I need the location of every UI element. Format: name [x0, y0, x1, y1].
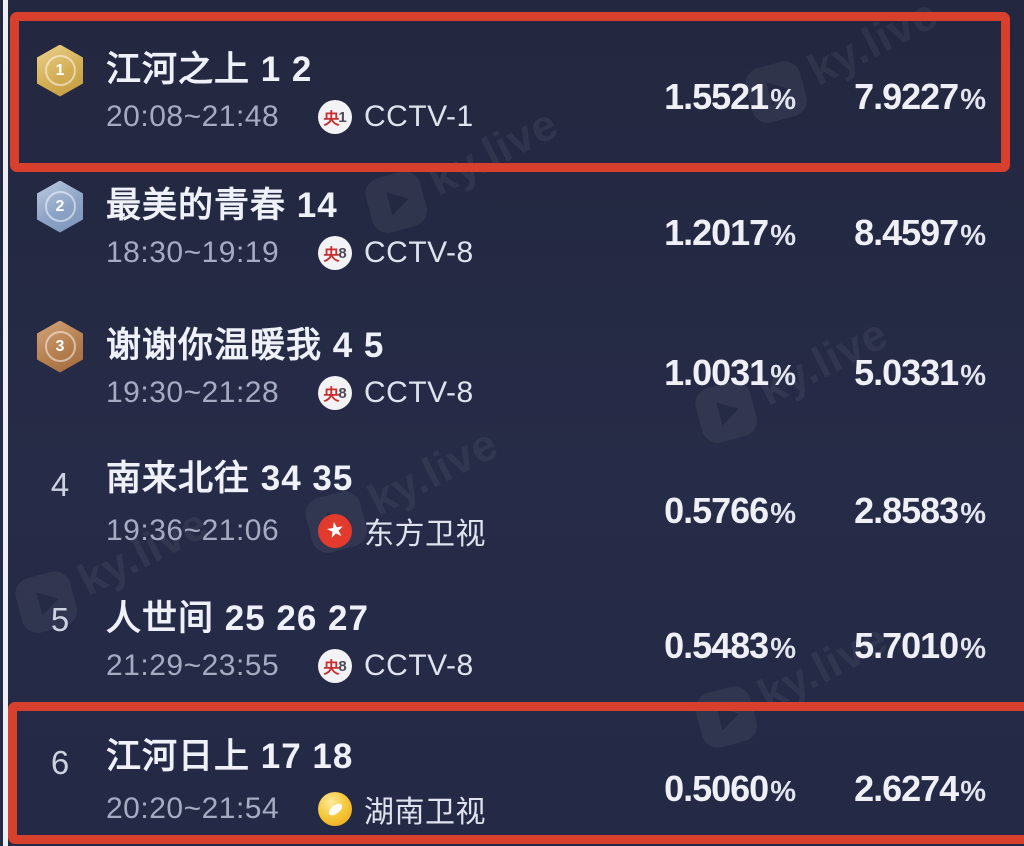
rank-badge: 1: [34, 44, 86, 97]
percent-sign: %: [960, 632, 986, 665]
show-subline: 20:20~21:54 ★ 湖南卫视: [106, 787, 1024, 831]
show-title: 江河日上 17 18: [106, 736, 354, 776]
show-title: 南来北往 34 35: [106, 458, 354, 498]
rank-badge: 4: [34, 459, 86, 511]
ranking-row[interactable]: 2 最美的青春 14 18:30~19:19 央8 ★ CCTV-8 1.201…: [0, 141, 1024, 282]
percent-sign: %: [960, 497, 986, 530]
show-subline: 19:36~21:06 ★ 东方卫视: [106, 509, 1024, 553]
star-icon: ★: [323, 517, 347, 544]
live-rating-value: 1.5521%: [664, 75, 796, 117]
channel-logo-icon: 央8 ★: [318, 236, 352, 271]
channel-name: CCTV-8: [364, 649, 474, 683]
rank-badge: 5: [34, 594, 86, 646]
channel-name: 东方卫视: [364, 518, 486, 552]
percent-sign: %: [770, 632, 796, 665]
rank-number: 1: [44, 55, 76, 86]
air-time: 20:08~21:48: [106, 100, 280, 134]
air-time: 21:29~23:55: [106, 649, 280, 683]
page-edge: [3, 0, 8, 846]
channel-logo-icon: 央8 ★: [318, 376, 352, 411]
market-share-value: 2.8583%: [854, 489, 986, 531]
rank-badge: 2: [34, 180, 86, 233]
rank-number: 5: [50, 600, 70, 638]
market-share-value: 8.4597%: [854, 211, 986, 253]
air-time: 20:20~21:54: [106, 792, 280, 826]
rank-hexagon-icon: 6: [37, 737, 83, 789]
percent-sign: %: [770, 83, 796, 116]
rank-number: 4: [50, 465, 70, 503]
percent-sign: %: [770, 775, 796, 808]
hunan-leaf-icon: [326, 802, 344, 817]
ranking-row[interactable]: 5 人世间 25 26 27 21:29~23:55 央8 ★ CCTV-8 0…: [0, 564, 1024, 705]
air-time: 18:30~19:19: [106, 236, 280, 270]
percent-sign: %: [960, 219, 986, 252]
show-title: 最美的青春 14: [106, 185, 338, 225]
percent-sign: %: [770, 359, 796, 392]
rank-badge: 6: [34, 737, 86, 789]
live-rating-value: 0.5766%: [664, 489, 796, 531]
air-time: 19:30~21:28: [106, 376, 280, 410]
market-share-value: 2.6274%: [854, 767, 986, 809]
rank-badge: 3: [34, 320, 86, 373]
show-subline: 20:08~21:48 央1 ★ CCTV-1: [106, 100, 1024, 135]
channel-name: CCTV-8: [364, 376, 474, 410]
market-share-value: 5.7010%: [854, 624, 986, 666]
live-rating-value: 1.0031%: [664, 351, 796, 393]
show-title: 人世间 25 26 27: [106, 598, 369, 638]
market-share-value: 7.9227%: [854, 75, 986, 117]
live-rating-value: 0.5060%: [664, 767, 796, 809]
channel-logo-icon: 央8 ★: [318, 649, 352, 684]
rank-hexagon-icon: 1: [37, 44, 83, 97]
rank-hexagon-icon: 3: [37, 320, 83, 373]
channel-name: 湖南卫视: [364, 796, 486, 830]
channel-name: CCTV-8: [364, 236, 474, 270]
channel-logo-icon: ★: [318, 514, 352, 549]
channel-logo-icon: 央1 ★: [318, 100, 352, 135]
live-rating-value: 1.2017%: [664, 211, 796, 253]
ranking-row[interactable]: 6 江河日上 17 18 20:20~21:54 ★ 湖南卫视 0.5060% …: [0, 705, 1024, 846]
show-subline: 18:30~19:19 央8 ★ CCTV-8: [106, 236, 1024, 271]
channel-logo-icon: ★: [318, 792, 352, 827]
show-title: 谢谢你温暖我 4 5: [106, 325, 385, 365]
rank-number: 2: [44, 191, 76, 222]
rank-hexagon-icon: 5: [37, 594, 83, 646]
percent-sign: %: [770, 497, 796, 530]
ranking-row[interactable]: 1 江河之上 1 2 20:08~21:48 央1 ★ CCTV-1 1.552…: [0, 0, 1024, 141]
show-subline: 19:30~21:28 央8 ★ CCTV-8: [106, 376, 1024, 411]
ranking-row[interactable]: 4 南来北往 34 35 19:36~21:06 ★ 东方卫视 0.5766% …: [0, 423, 1024, 564]
ranking-row[interactable]: 3 谢谢你温暖我 4 5 19:30~21:28 央8 ★ CCTV-8 1.0…: [0, 282, 1024, 423]
live-rating-value: 0.5483%: [664, 624, 796, 666]
percent-sign: %: [960, 775, 986, 808]
show-title: 江河之上 1 2: [106, 49, 313, 89]
rank-number: 3: [44, 331, 76, 362]
rank-hexagon-icon: 2: [37, 180, 83, 233]
percent-sign: %: [960, 359, 986, 392]
rank-number: 6: [50, 743, 70, 781]
air-time: 19:36~21:06: [106, 514, 280, 548]
percent-sign: %: [770, 219, 796, 252]
percent-sign: %: [960, 83, 986, 116]
show-subline: 21:29~23:55 央8 ★ CCTV-8: [106, 649, 1024, 684]
rank-hexagon-icon: 4: [37, 459, 83, 511]
market-share-value: 5.0331%: [854, 351, 986, 393]
channel-name: CCTV-1: [364, 100, 474, 134]
